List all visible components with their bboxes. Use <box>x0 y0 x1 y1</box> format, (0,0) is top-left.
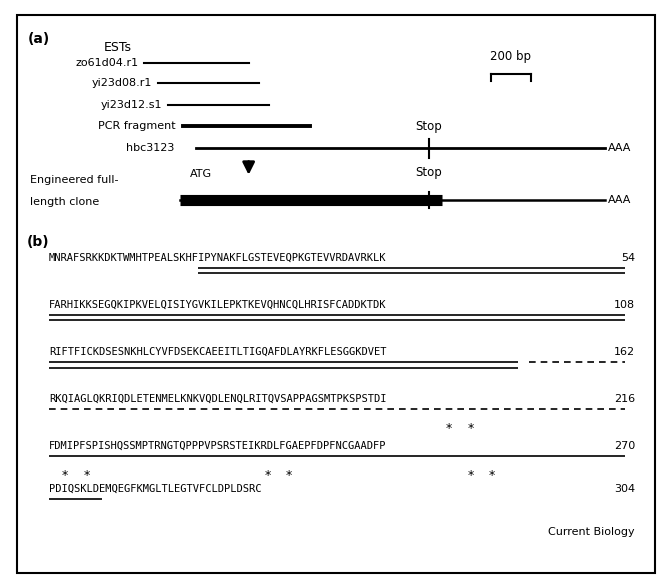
Text: zo61d04.r1: zo61d04.r1 <box>76 58 139 68</box>
Text: AAA: AAA <box>608 143 632 153</box>
Text: 304: 304 <box>614 484 635 495</box>
Text: 200 bp: 200 bp <box>490 50 532 63</box>
Text: yi23d12.s1: yi23d12.s1 <box>101 99 163 110</box>
Text: *: * <box>265 469 271 482</box>
Text: Stop: Stop <box>415 120 442 133</box>
Text: ESTs: ESTs <box>104 41 132 54</box>
Text: ATG: ATG <box>190 169 212 179</box>
Text: AAA: AAA <box>608 195 632 205</box>
Text: 162: 162 <box>614 346 635 357</box>
Text: *: * <box>467 422 474 435</box>
Text: RKQIAGLQKRIQDLETENMELKNKVQDLENQLRITQVSAPPAGSMTPKSPSTDI: RKQIAGLQKRIQDLETENMELKNKVQDLENQLRITQVSAP… <box>49 393 386 404</box>
Text: length clone: length clone <box>30 197 99 207</box>
Text: yi23d08.r1: yi23d08.r1 <box>92 78 153 89</box>
Text: *: * <box>467 469 474 482</box>
Text: (b): (b) <box>27 235 50 249</box>
Text: Stop: Stop <box>415 166 442 179</box>
Text: FARHIKKSEGQKIPKVELQISIYGVKILEPKTKEVQHNCQLHRISFCADDKTDK: FARHIKKSEGQKIPKVELQISIYGVKILEPKTKEVQHNCQ… <box>49 299 386 310</box>
Text: *: * <box>62 469 68 482</box>
Text: *: * <box>83 469 89 482</box>
Text: 108: 108 <box>614 299 635 310</box>
Text: PDIQSKLDEMQEGFKMGLTLEGTVFCLDPLDSRC: PDIQSKLDEMQEGFKMGLTLEGTVFCLDPLDSRC <box>49 484 261 495</box>
Text: hbc3123: hbc3123 <box>126 143 175 153</box>
Text: 216: 216 <box>614 393 635 404</box>
Text: 270: 270 <box>614 440 635 451</box>
Text: 54: 54 <box>621 252 635 263</box>
Text: *: * <box>489 469 495 482</box>
Text: FDMIPFSPISHQSSMPTRNGTQPPPVPSRSTEIKRDLFGAEPFDPFNCGAADFP: FDMIPFSPISHQSSMPTRNGTQPPPVPSRSTEIKRDLFGA… <box>49 440 386 451</box>
Text: *: * <box>446 422 452 435</box>
Text: MNRAFSRKKDKTWMHTPEALSKHFIPYNAKFLGSTEVEQPKGTEVVRDAVRKLK: MNRAFSRKKDKTWMHTPEALSKHFIPYNAKFLGSTEVEQP… <box>49 252 386 263</box>
Text: RIFTFICKDSESNKHLCYVFDSEKCAEEITLTIGQAFDLAYRKFLESGGKDVET: RIFTFICKDSESNKHLCYVFDSEKCAEEITLTIGQAFDLA… <box>49 346 386 357</box>
Text: (a): (a) <box>28 32 50 46</box>
Text: Engineered full-: Engineered full- <box>30 175 119 185</box>
FancyBboxPatch shape <box>17 15 655 573</box>
Text: Current Biology: Current Biology <box>548 527 635 537</box>
Text: *: * <box>286 469 292 482</box>
Text: PCR fragment: PCR fragment <box>98 121 176 132</box>
